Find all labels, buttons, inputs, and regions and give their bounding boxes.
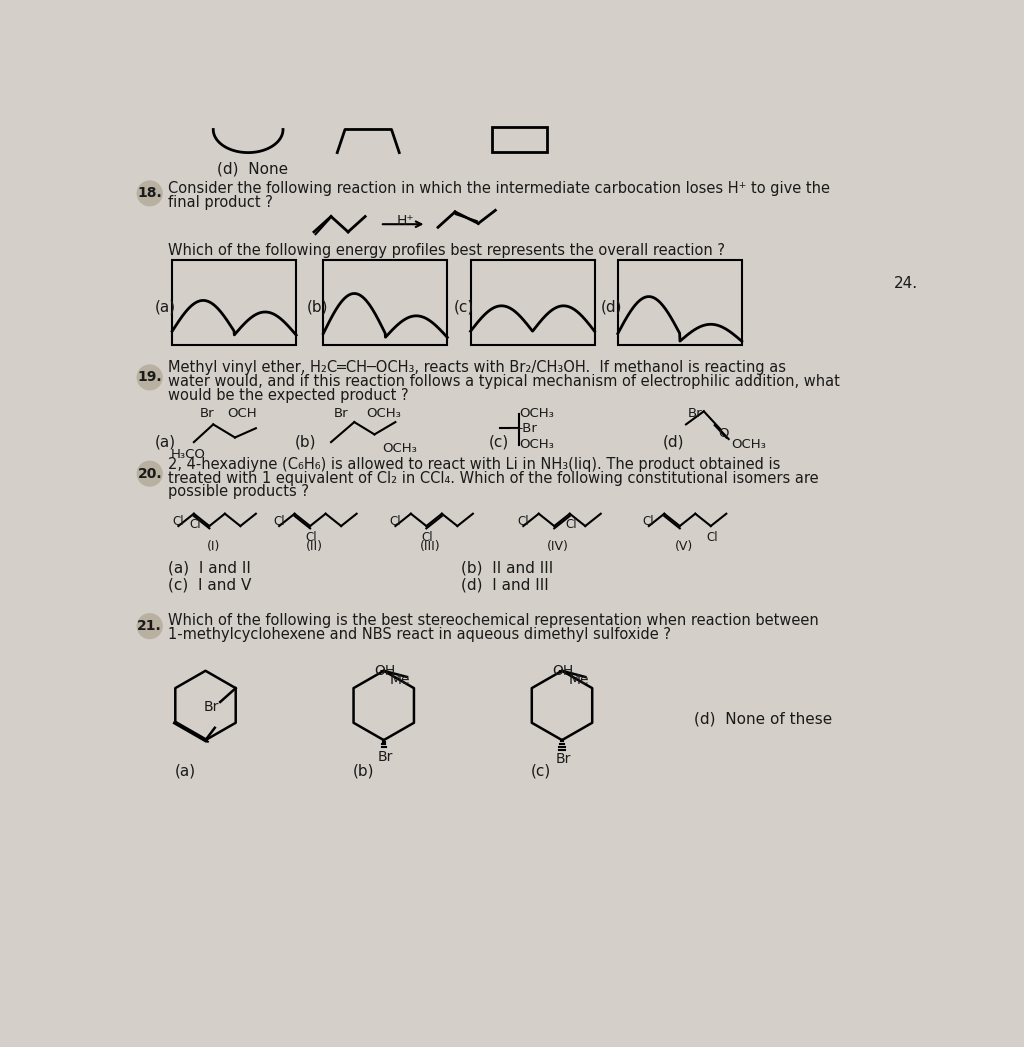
- Text: Which of the following energy profiles best represents the overall reaction ?: Which of the following energy profiles b…: [168, 243, 725, 258]
- Text: Cl: Cl: [517, 515, 528, 529]
- Text: (d)  I and III: (d) I and III: [461, 578, 549, 593]
- Text: 20.: 20.: [137, 467, 162, 481]
- Text: Br: Br: [556, 753, 571, 766]
- Text: (b): (b): [306, 299, 328, 314]
- Text: Cl: Cl: [273, 515, 285, 529]
- Text: Methyl vinyl ether, H₂C═CH─OCH₃, reacts with Br₂/CH₃OH.  If methanol is reacting: Methyl vinyl ether, H₂C═CH─OCH₃, reacts …: [168, 360, 786, 376]
- Text: Cl: Cl: [305, 531, 317, 543]
- Circle shape: [137, 181, 162, 205]
- Bar: [471, 261, 595, 346]
- Text: 21.: 21.: [137, 619, 162, 633]
- Text: OCH₃: OCH₃: [382, 442, 417, 455]
- Text: (a): (a): [155, 299, 176, 314]
- Text: 18.: 18.: [137, 186, 162, 200]
- Text: H⁺: H⁺: [396, 215, 414, 228]
- Text: water would, and if this reaction follows a typical mechanism of electrophilic a: water would, and if this reaction follow…: [168, 375, 840, 389]
- Circle shape: [137, 614, 162, 639]
- Text: (I): (I): [207, 540, 220, 553]
- Text: (d)  None: (d) None: [217, 161, 288, 176]
- Text: (c): (c): [488, 435, 509, 449]
- Text: 1-methylcyclohexene and NBS react in aqueous dimethyl sulfoxide ?: 1-methylcyclohexene and NBS react in aqu…: [168, 627, 672, 642]
- Text: OH: OH: [553, 664, 573, 677]
- Text: Cl: Cl: [643, 515, 654, 529]
- Text: possible products ?: possible products ?: [168, 485, 309, 499]
- Text: Which of the following is the best stereochemical representation when reaction b: Which of the following is the best stere…: [168, 614, 819, 628]
- Text: Br: Br: [200, 406, 214, 420]
- Circle shape: [137, 462, 162, 486]
- Text: Br: Br: [378, 750, 393, 764]
- Text: treated with 1 equivalent of Cl₂ in CCl₄. Which of the following constitutional : treated with 1 equivalent of Cl₂ in CCl₄…: [168, 470, 819, 486]
- Text: (b): (b): [295, 435, 316, 449]
- Text: would be the expected product ?: would be the expected product ?: [168, 388, 409, 403]
- Text: Cl: Cl: [565, 518, 577, 531]
- Text: (c): (c): [531, 764, 551, 779]
- Text: (a): (a): [155, 435, 176, 449]
- Text: (II): (II): [305, 540, 323, 553]
- Text: (IV): (IV): [547, 540, 569, 553]
- Text: (d)  None of these: (d) None of these: [693, 712, 831, 727]
- Text: Me: Me: [568, 673, 589, 687]
- Text: Consider the following reaction in which the intermediate carbocation loses H⁺ t: Consider the following reaction in which…: [168, 181, 830, 196]
- Text: OCH₃: OCH₃: [367, 406, 401, 420]
- Text: (b): (b): [352, 764, 374, 779]
- Bar: [172, 261, 296, 346]
- Text: (d): (d): [663, 435, 684, 449]
- Text: O: O: [719, 427, 729, 440]
- Text: (III): (III): [420, 540, 440, 553]
- Text: Me: Me: [390, 673, 411, 687]
- Text: final product ?: final product ?: [168, 195, 273, 210]
- Text: (d): (d): [601, 299, 623, 314]
- Text: 19.: 19.: [137, 371, 162, 384]
- Text: (V): (V): [675, 540, 693, 553]
- Text: (c): (c): [454, 299, 474, 314]
- Bar: [324, 261, 447, 346]
- Bar: [493, 127, 547, 152]
- Text: Br: Br: [203, 700, 218, 714]
- Text: (c)  I and V: (c) I and V: [168, 578, 252, 593]
- Text: Cl: Cl: [422, 531, 433, 543]
- Text: OCH₃: OCH₃: [731, 439, 766, 451]
- Text: (b)  II and III: (b) II and III: [461, 561, 554, 576]
- Text: OH: OH: [375, 664, 395, 677]
- Text: 24.: 24.: [894, 275, 918, 291]
- Text: Cl: Cl: [389, 515, 400, 529]
- Text: —Br: —Br: [509, 422, 538, 436]
- Bar: [617, 261, 741, 346]
- Text: Br: Br: [687, 406, 702, 420]
- Text: Cl: Cl: [707, 531, 718, 543]
- Circle shape: [137, 365, 162, 389]
- Text: (a)  I and II: (a) I and II: [168, 561, 251, 576]
- Text: 2, 4-hexadiyne (C₆H₆) is allowed to react with Li in NH₃(liq). The product obtai: 2, 4-hexadiyne (C₆H₆) is allowed to reac…: [168, 456, 780, 472]
- Text: OCH: OCH: [227, 406, 257, 420]
- Text: H₃CO: H₃CO: [171, 447, 206, 461]
- Text: OCH₃: OCH₃: [519, 439, 554, 451]
- Text: Cl: Cl: [189, 518, 201, 531]
- Text: Br: Br: [334, 406, 348, 420]
- Text: (a): (a): [174, 764, 196, 779]
- Text: Cl: Cl: [172, 515, 183, 529]
- Text: OCH₃: OCH₃: [519, 406, 554, 420]
